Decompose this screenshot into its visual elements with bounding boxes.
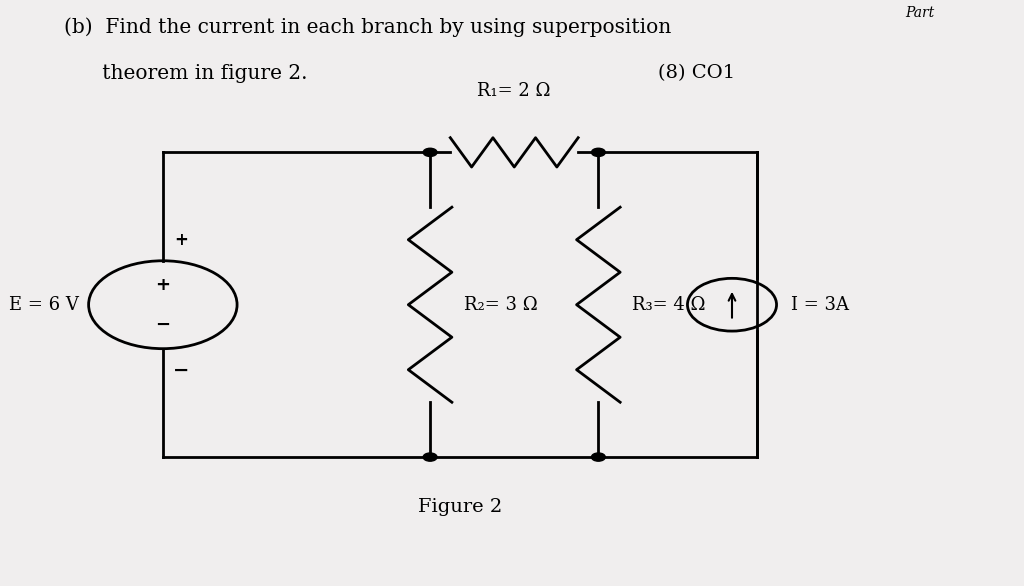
Text: −: − (173, 360, 189, 379)
Text: Figure 2: Figure 2 (418, 498, 502, 516)
Text: (b)  Find the current in each branch by using superposition: (b) Find the current in each branch by u… (63, 18, 671, 38)
Circle shape (592, 148, 605, 156)
Text: E = 6 V: E = 6 V (9, 296, 79, 314)
Circle shape (423, 453, 437, 461)
Text: R₃= 4 Ω: R₃= 4 Ω (632, 296, 706, 314)
Text: −: − (156, 315, 170, 333)
Text: theorem in figure 2.: theorem in figure 2. (63, 64, 307, 83)
Text: Part: Part (905, 6, 935, 20)
Text: +: + (174, 231, 188, 249)
Circle shape (592, 453, 605, 461)
Text: R₁= 2 Ω: R₁= 2 Ω (477, 81, 551, 100)
Text: R₂= 3 Ω: R₂= 3 Ω (464, 296, 538, 314)
Circle shape (423, 148, 437, 156)
Text: I = 3A: I = 3A (792, 296, 849, 314)
Text: (8) CO1: (8) CO1 (657, 64, 735, 83)
Text: +: + (156, 276, 170, 294)
